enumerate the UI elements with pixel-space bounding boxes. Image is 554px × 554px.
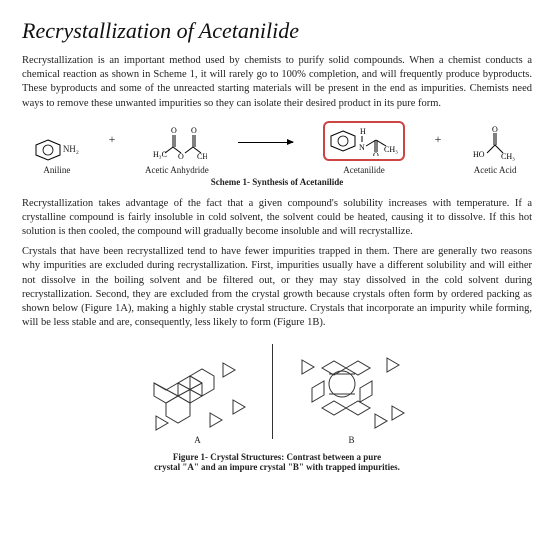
svg-text:N: N — [359, 143, 365, 152]
reaction-scheme: NH₂ Aniline + H₃C O O O CH₃ Acetic Anhyd… — [22, 121, 532, 175]
scheme-caption: Scheme 1- Synthesis of Acetanilide — [22, 177, 532, 187]
svg-text:O: O — [492, 125, 498, 134]
crystal-b-label: B — [287, 435, 417, 445]
acetanilide-label: Acetanilide — [343, 165, 384, 175]
page-title: Recrystallization of Acetanilide — [22, 18, 532, 44]
svg-text:H: H — [360, 127, 366, 136]
figure-caption-line2: crystal "A" and an impure crystal "B" wi… — [154, 462, 400, 472]
reactant-aniline: NH₂ Aniline — [35, 139, 79, 175]
plus-sign: + — [435, 132, 442, 175]
product-acetic-acid: HO O CH₃ Acetic Acid — [471, 125, 519, 175]
svg-text:HO: HO — [473, 150, 485, 159]
figure-caption-line1: Figure 1- Crystal Structures: Contrast b… — [173, 452, 381, 462]
crystal-b: B — [287, 338, 417, 445]
svg-text:CH₃: CH₃ — [197, 152, 207, 161]
crystal-a-label: A — [138, 435, 258, 445]
benzene-icon — [330, 130, 356, 152]
pure-crystal-icon — [138, 338, 258, 433]
figure-divider — [272, 344, 273, 439]
svg-text:CH₃: CH₃ — [501, 152, 515, 161]
svg-text:O: O — [171, 126, 177, 135]
aniline-label: Aniline — [43, 165, 70, 175]
svg-text:CH₃: CH₃ — [384, 145, 398, 154]
svg-text:H₃C: H₃C — [153, 150, 167, 159]
figure-1: A B — [22, 338, 532, 472]
amide-icon: H N CH₃ O — [358, 126, 398, 156]
plus-sign: + — [109, 132, 116, 175]
figure-caption: Figure 1- Crystal Structures: Contrast b… — [22, 452, 532, 472]
impure-crystal-icon — [287, 338, 417, 433]
svg-text:O: O — [373, 151, 379, 156]
intro-paragraph: Recrystallization is an important method… — [22, 54, 532, 111]
product-highlight: H N CH₃ O — [323, 121, 405, 161]
anhydride-label: Acetic Anhydride — [145, 165, 209, 175]
nh2-label: NH₂ — [63, 145, 79, 154]
anhydride-icon: H₃C O O O CH₃ — [147, 125, 207, 161]
paragraph-2: Recrystallization takes advantage of the… — [22, 197, 532, 240]
acetic-acid-label: Acetic Acid — [474, 165, 517, 175]
acetic-acid-icon: HO O CH₃ — [471, 125, 519, 161]
reactant-anhydride: H₃C O O O CH₃ Acetic Anhydride — [145, 125, 209, 175]
crystal-a: A — [138, 338, 258, 445]
reaction-arrow-icon — [238, 142, 293, 175]
svg-text:O: O — [178, 152, 184, 161]
paragraph-3: Crystals that have been recrystallized t… — [22, 245, 532, 330]
benzene-icon — [35, 139, 61, 161]
svg-text:O: O — [191, 126, 197, 135]
product-acetanilide: H N CH₃ O Acetanilide — [323, 121, 405, 175]
